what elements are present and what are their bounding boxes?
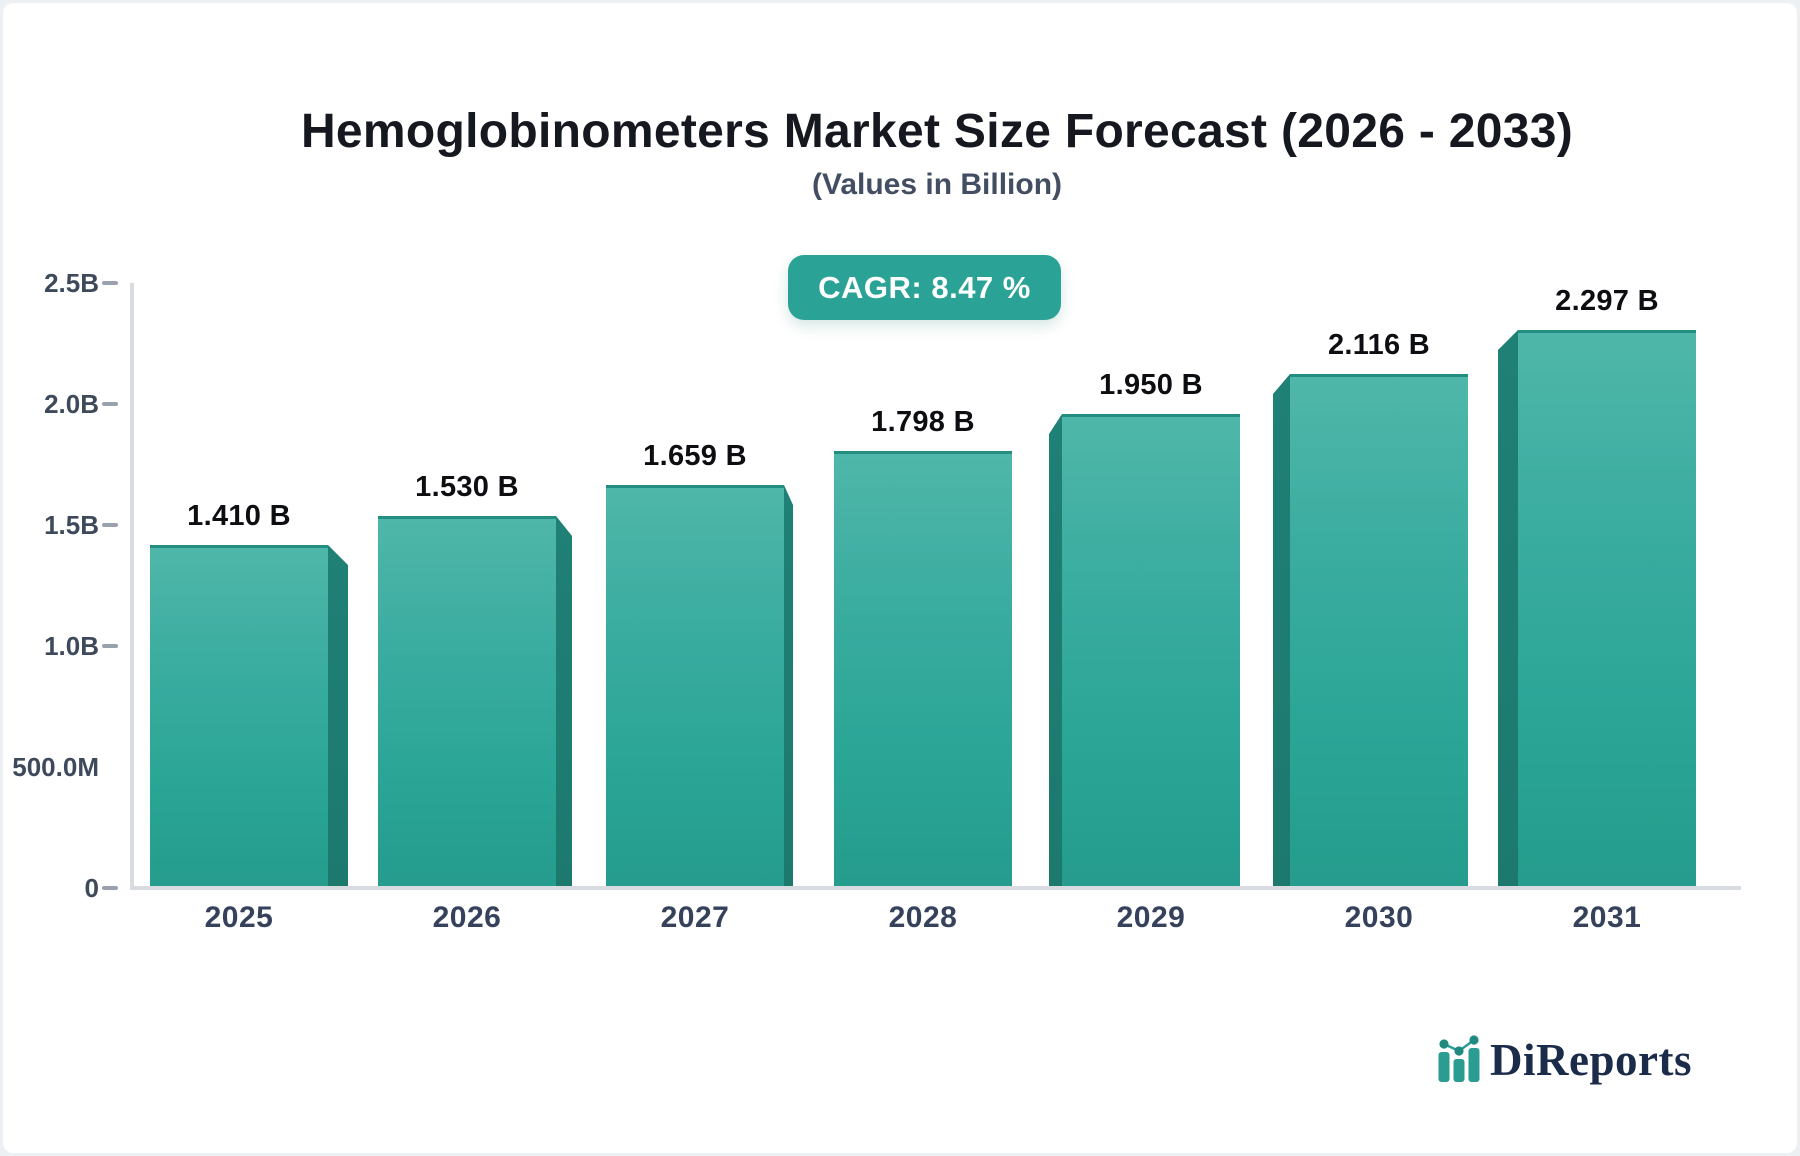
- direports-logo: DiReports: [1438, 1034, 1692, 1085]
- x-axis-label: 2027: [660, 901, 730, 934]
- y-axis-label: 1.5B: [44, 510, 99, 540]
- y-axis-tick: [102, 402, 118, 406]
- bar-value-label: 1.798 B: [871, 406, 975, 438]
- bar-side-face: [1049, 414, 1062, 886]
- logo-chart-icon: [1438, 1035, 1480, 1082]
- y-axis-label: 1.0B: [44, 631, 99, 661]
- bar-2029[interactable]: [1062, 414, 1240, 886]
- y-axis-tick: [102, 886, 118, 890]
- bar-side-face: [1273, 374, 1290, 886]
- chart-subtitle: (Values in Billion): [811, 168, 1063, 201]
- bar-2026[interactable]: [378, 516, 556, 886]
- x-axis-label: 2026: [432, 901, 502, 934]
- bar-side-face: [1498, 330, 1518, 886]
- bar-2025[interactable]: [150, 545, 328, 886]
- y-axis-label: 2.5B: [44, 268, 99, 298]
- bar-2028[interactable]: [834, 451, 1012, 886]
- y-axis-tick: [102, 644, 118, 648]
- bar-value-label: 1.410 B: [187, 500, 291, 532]
- x-axis-line: [130, 886, 1741, 890]
- bar-value-label: 1.659 B: [643, 440, 747, 472]
- y-axis-label: 0: [84, 873, 99, 903]
- logo-text: DiReports: [1490, 1035, 1692, 1085]
- cagr-badge: CAGR: 8.47 %: [788, 255, 1061, 320]
- bar-2030[interactable]: [1290, 374, 1468, 886]
- x-axis-label: 2029: [1116, 901, 1186, 934]
- y-axis-tick: [102, 281, 118, 285]
- bar-2027[interactable]: [606, 485, 784, 886]
- y-axis-label: 2.0B: [44, 389, 99, 419]
- y-axis-label: 500.0M: [12, 752, 99, 782]
- chart-title: Hemoglobinometers Market Size Forecast (…: [300, 105, 1574, 158]
- y-axis-tick: [102, 523, 118, 527]
- x-axis-label: 2030: [1344, 901, 1414, 934]
- bar-side-face: [784, 485, 793, 886]
- x-axis-label: 2025: [204, 901, 274, 934]
- y-axis-line: [130, 283, 134, 890]
- bar-2031[interactable]: [1518, 330, 1696, 886]
- bar-value-label: 1.530 B: [415, 471, 519, 503]
- bar-value-label: 2.116 B: [1327, 329, 1431, 361]
- x-axis-label: 2031: [1572, 901, 1642, 934]
- bar-side-face: [556, 516, 572, 886]
- x-axis-label: 2028: [888, 901, 958, 934]
- bar-side-face: [328, 545, 348, 886]
- bar-value-label: 1.950 B: [1099, 369, 1203, 401]
- bar-value-label: 2.297 B: [1555, 285, 1659, 317]
